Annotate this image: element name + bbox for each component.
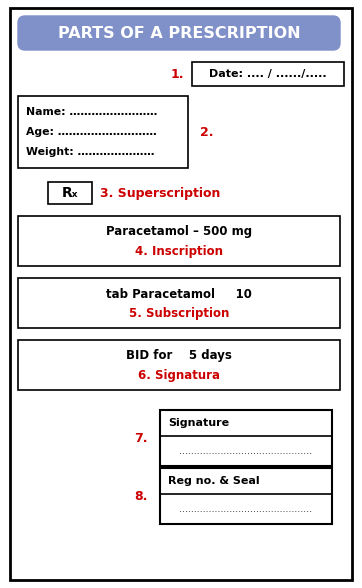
Bar — [192, 62, 344, 86]
Text: 3. Superscription: 3. Superscription — [100, 186, 220, 199]
Text: 2.: 2. — [200, 125, 214, 139]
Text: 6. Signatura: 6. Signatura — [138, 369, 220, 382]
Bar — [18, 278, 340, 328]
Text: 8.: 8. — [135, 489, 148, 503]
Text: Age: ………………………: Age: ……………………… — [26, 127, 157, 137]
Text: ………………………………………: ……………………………………… — [180, 506, 312, 514]
Text: Name: ……………………: Name: …………………… — [26, 107, 157, 117]
Text: 5. Subscription: 5. Subscription — [129, 306, 229, 319]
Bar — [18, 340, 340, 390]
FancyBboxPatch shape — [18, 16, 340, 50]
Text: Paracetamol – 500 mg: Paracetamol – 500 mg — [106, 226, 252, 239]
Text: tab Paracetamol     10: tab Paracetamol 10 — [106, 288, 252, 300]
Text: Date: .... / ....../.....: Date: .... / ....../..... — [209, 69, 327, 79]
Bar — [18, 216, 340, 266]
Text: Signature: Signature — [168, 418, 229, 428]
Bar — [18, 96, 188, 168]
Bar — [160, 468, 332, 524]
Text: Reg no. & Seal: Reg no. & Seal — [168, 476, 260, 486]
Text: ………………………………………: ……………………………………… — [180, 447, 312, 456]
Text: BID for    5 days: BID for 5 days — [126, 349, 232, 362]
Text: Rₓ: Rₓ — [62, 186, 78, 200]
Text: 1.: 1. — [171, 68, 184, 81]
Text: 7.: 7. — [135, 432, 148, 445]
Bar — [160, 410, 332, 466]
Text: Weight: …………………: Weight: ………………… — [26, 147, 155, 157]
Text: 4. Inscription: 4. Inscription — [135, 245, 223, 258]
Text: PARTS OF A PRESCRIPTION: PARTS OF A PRESCRIPTION — [58, 25, 300, 41]
Bar — [48, 182, 92, 204]
